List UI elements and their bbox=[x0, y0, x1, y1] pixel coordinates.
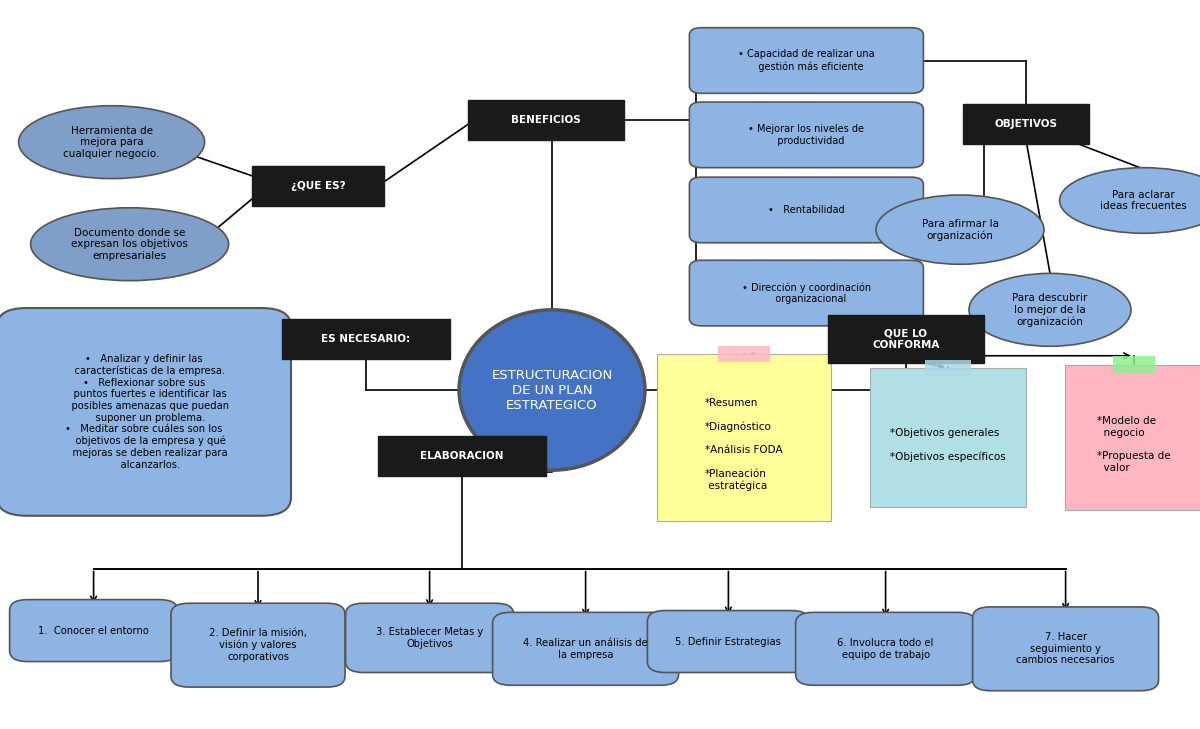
Text: 7. Hacer
seguimiento y
cambios necesarios: 7. Hacer seguimiento y cambios necesario… bbox=[1016, 632, 1115, 666]
Ellipse shape bbox=[1060, 168, 1200, 233]
FancyBboxPatch shape bbox=[658, 354, 830, 521]
FancyBboxPatch shape bbox=[468, 100, 624, 140]
Ellipse shape bbox=[31, 208, 228, 281]
FancyBboxPatch shape bbox=[1066, 364, 1200, 510]
FancyBboxPatch shape bbox=[1114, 356, 1154, 373]
Ellipse shape bbox=[18, 106, 204, 179]
Ellipse shape bbox=[876, 195, 1044, 264]
Text: Para descubrir
lo mejor de la
organización: Para descubrir lo mejor de la organizaci… bbox=[1013, 293, 1087, 327]
FancyBboxPatch shape bbox=[0, 308, 292, 516]
Text: 1.  Conocer el entorno: 1. Conocer el entorno bbox=[38, 625, 149, 636]
Text: 5. Definir Estrategias: 5. Definir Estrategias bbox=[676, 636, 781, 647]
Text: *Objetivos generales

*Objetivos específicos: *Objetivos generales *Objetivos específi… bbox=[890, 428, 1006, 461]
FancyBboxPatch shape bbox=[925, 360, 972, 376]
Text: ELABORACION: ELABORACION bbox=[420, 451, 504, 461]
Ellipse shape bbox=[458, 310, 646, 470]
Text: •   Rentabilidad: • Rentabilidad bbox=[768, 205, 845, 215]
FancyBboxPatch shape bbox=[689, 102, 924, 168]
Text: *Resumen

*Diagnóstico

*Análisis FODA

*Planeación
 estratégica: *Resumen *Diagnóstico *Análisis FODA *Pl… bbox=[706, 399, 782, 491]
Text: •   Analizar y definir las
    características de la empresa.
•   Reflexionar so: • Analizar y definir las características… bbox=[59, 354, 229, 469]
Text: 6. Involucra todo el
equipo de trabajo: 6. Involucra todo el equipo de trabajo bbox=[838, 638, 934, 660]
Text: 2. Definir la misión,
visión y valores
corporativos: 2. Definir la misión, visión y valores c… bbox=[209, 628, 307, 662]
Ellipse shape bbox=[970, 273, 1132, 346]
Text: *Modelo de
  negocio

*Propuesta de
  valor: *Modelo de negocio *Propuesta de valor bbox=[1097, 416, 1171, 473]
Text: Para aclarar
ideas frecuentes: Para aclarar ideas frecuentes bbox=[1100, 190, 1187, 211]
Text: BENEFICIOS: BENEFICIOS bbox=[511, 115, 581, 125]
FancyBboxPatch shape bbox=[718, 346, 770, 362]
Text: OBJETIVOS: OBJETIVOS bbox=[995, 119, 1057, 129]
Text: ES NECESARIO:: ES NECESARIO: bbox=[322, 334, 410, 344]
FancyBboxPatch shape bbox=[648, 611, 809, 672]
FancyBboxPatch shape bbox=[964, 104, 1090, 144]
FancyBboxPatch shape bbox=[796, 612, 976, 685]
FancyBboxPatch shape bbox=[689, 28, 924, 93]
FancyBboxPatch shape bbox=[346, 604, 514, 672]
FancyBboxPatch shape bbox=[10, 599, 178, 662]
Text: Herramienta de
mejora para
cualquier negocio.: Herramienta de mejora para cualquier neg… bbox=[64, 125, 160, 159]
FancyBboxPatch shape bbox=[282, 319, 450, 359]
FancyBboxPatch shape bbox=[828, 315, 984, 362]
FancyBboxPatch shape bbox=[170, 604, 346, 687]
Text: 4. Realizar un análisis de
la empresa: 4. Realizar un análisis de la empresa bbox=[523, 638, 648, 660]
Text: Para afirmar la
organización: Para afirmar la organización bbox=[922, 219, 998, 241]
FancyBboxPatch shape bbox=[252, 166, 384, 206]
Text: • Mejorar los niveles de
   productividad: • Mejorar los niveles de productividad bbox=[749, 124, 864, 146]
Text: QUE LO
CONFORMA: QUE LO CONFORMA bbox=[872, 328, 940, 350]
Text: • Capacidad de realizar una
   gestión más eficiente: • Capacidad de realizar una gestión más … bbox=[738, 50, 875, 71]
FancyBboxPatch shape bbox=[492, 612, 679, 685]
FancyBboxPatch shape bbox=[689, 260, 924, 326]
Text: ESTRUCTURACION
DE UN PLAN
ESTRATEGICO: ESTRUCTURACION DE UN PLAN ESTRATEGICO bbox=[491, 369, 613, 411]
Text: 3. Establecer Metas y
Objetivos: 3. Establecer Metas y Objetivos bbox=[376, 627, 484, 649]
FancyBboxPatch shape bbox=[378, 436, 546, 476]
FancyBboxPatch shape bbox=[689, 177, 924, 243]
Text: Documento donde se
expresan los objetivos
empresariales: Documento donde se expresan los objetivo… bbox=[71, 227, 188, 261]
Text: ¿QUE ES?: ¿QUE ES? bbox=[290, 181, 346, 191]
FancyBboxPatch shape bbox=[973, 607, 1159, 691]
Text: • Dirección y coordinación
   organizacional: • Dirección y coordinación organizaciona… bbox=[742, 282, 871, 304]
FancyBboxPatch shape bbox=[870, 368, 1026, 507]
